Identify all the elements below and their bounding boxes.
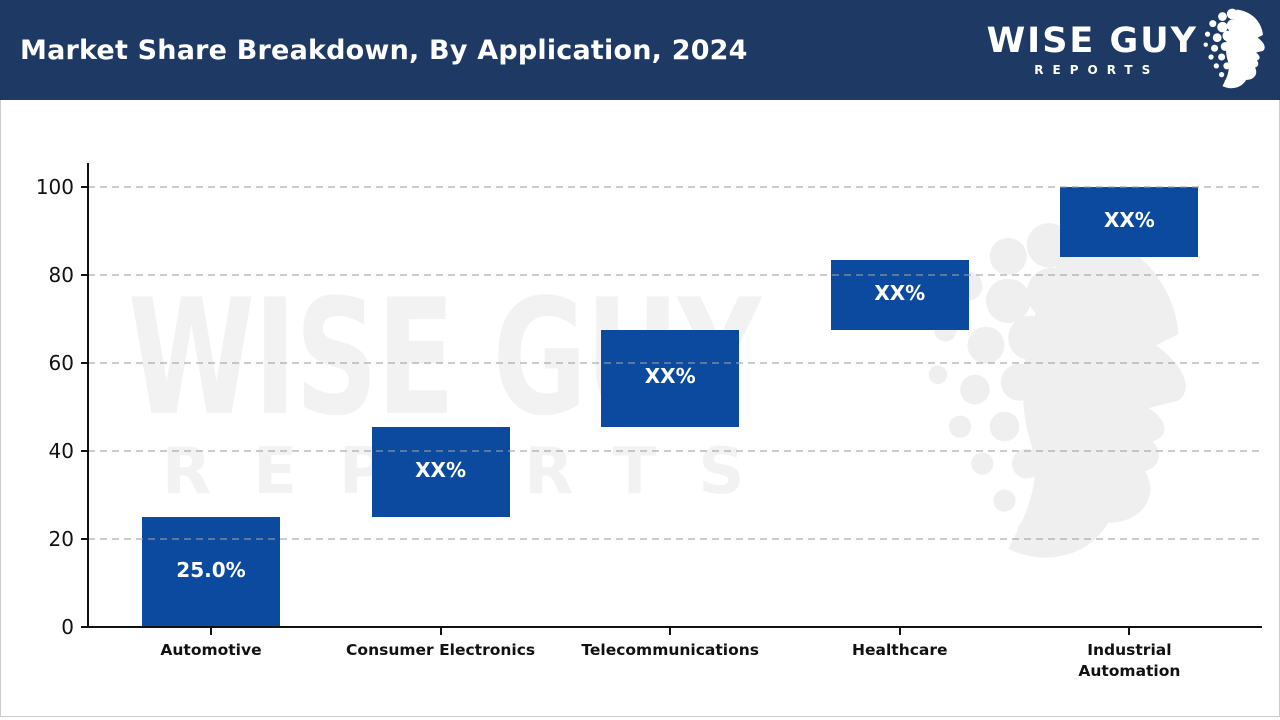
x-tick-telecommunications xyxy=(669,628,672,635)
chart-title: Market Share Breakdown, By Application, … xyxy=(20,34,748,66)
y-axis xyxy=(87,163,89,628)
brand-subtitle: REPORTS xyxy=(1034,62,1160,77)
x-tick-consumer-electronics xyxy=(439,628,442,635)
y-tick-label-20: 20 xyxy=(48,527,74,551)
bar-value-label-industrial-automation: XX% xyxy=(1103,208,1155,233)
bar-value-label-healthcare: XX% xyxy=(874,280,926,305)
bottom-border xyxy=(0,716,1280,717)
x-tick-automotive xyxy=(210,628,212,635)
x-tick-label-automotive: Automotive xyxy=(160,641,262,659)
x-tick-label-industrial-automation: Industrial Automation xyxy=(1078,641,1181,680)
y-tick-100 xyxy=(81,186,88,188)
y-tick-20 xyxy=(81,538,88,540)
y-tick-label-60: 60 xyxy=(48,351,74,375)
x-tick-industrial-automation xyxy=(1128,628,1131,635)
bar-telecommunications xyxy=(601,330,740,427)
bar-value-label-automotive: 25.0% xyxy=(176,558,246,582)
header-bar: Market Share Breakdown, By Application, … xyxy=(0,0,1280,100)
y-tick-label-40: 40 xyxy=(48,439,74,463)
bar-consumer-electronics xyxy=(371,426,510,517)
y-tick-label-100: 100 xyxy=(35,175,74,199)
y-tick-label-0: 0 xyxy=(61,615,74,639)
x-tick-label-consumer-electronics: Consumer Electronics xyxy=(346,641,536,659)
x-tick-healthcare xyxy=(898,628,901,635)
brand-wordmark: WISE GUY REPORTS xyxy=(986,20,1198,77)
y-tick-40 xyxy=(81,450,88,452)
bar-healthcare xyxy=(830,259,969,330)
bar-value-label-telecommunications: XX% xyxy=(644,364,696,389)
brand-face-icon xyxy=(1203,8,1265,89)
brand-logo: WISE GUY REPORTS xyxy=(987,6,1270,94)
x-tick-label-healthcare: Healthcare xyxy=(852,641,948,659)
brand-name: WISE GUY xyxy=(986,20,1198,61)
left-border xyxy=(0,100,1,717)
x-tick-label-telecommunications: Telecommunications xyxy=(581,641,760,659)
x-axis xyxy=(87,626,1262,628)
y-tick-80 xyxy=(81,274,88,276)
y-tick-60 xyxy=(81,362,88,364)
y-tick-label-80: 80 xyxy=(48,263,74,287)
bar-industrial-automation xyxy=(1060,187,1199,258)
bar-automotive xyxy=(142,517,280,627)
bar-value-label-consumer-electronics: XX% xyxy=(415,457,467,482)
y-tick-0 xyxy=(81,626,88,628)
